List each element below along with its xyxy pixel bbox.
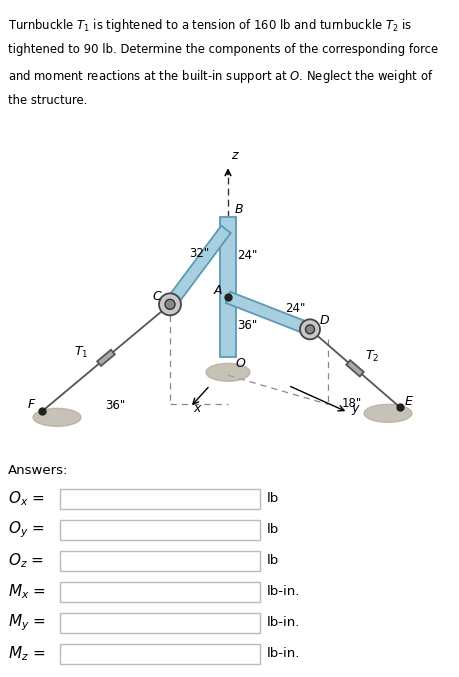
Polygon shape xyxy=(219,217,235,357)
Text: $M_x$ =: $M_x$ = xyxy=(8,582,46,601)
Text: x: x xyxy=(193,402,200,416)
Text: A: A xyxy=(213,284,222,297)
Text: $O_z$ =: $O_z$ = xyxy=(8,552,44,570)
Circle shape xyxy=(299,320,319,339)
Text: tightened to 90 lb. Determine the components of the corresponding force: tightened to 90 lb. Determine the compon… xyxy=(8,43,437,56)
Text: 24": 24" xyxy=(285,303,305,315)
Bar xyxy=(60,489,259,508)
Text: lb-in.: lb-in. xyxy=(266,586,300,598)
Text: 36": 36" xyxy=(236,320,257,332)
Text: $T_1$: $T_1$ xyxy=(74,345,88,360)
Text: 32": 32" xyxy=(189,247,209,261)
Bar xyxy=(60,582,259,602)
Bar xyxy=(60,520,259,540)
Polygon shape xyxy=(225,292,312,335)
Ellipse shape xyxy=(33,408,81,427)
Bar xyxy=(60,644,259,664)
Text: Turnbuckle $T_1$ is tightened to a tension of 160 lb and turnbuckle $T_2$ is: Turnbuckle $T_1$ is tightened to a tensi… xyxy=(8,17,412,34)
Text: lb-in.: lb-in. xyxy=(266,616,300,630)
Text: $T_2$: $T_2$ xyxy=(364,349,378,364)
Ellipse shape xyxy=(363,404,411,422)
Polygon shape xyxy=(346,360,363,376)
Text: y: y xyxy=(350,402,358,416)
Circle shape xyxy=(165,299,174,309)
Text: lb-in.: lb-in. xyxy=(266,647,300,661)
Bar xyxy=(60,613,259,633)
Text: lb: lb xyxy=(266,492,279,505)
Text: 24": 24" xyxy=(236,249,257,263)
Text: E: E xyxy=(404,395,412,408)
Text: 18": 18" xyxy=(341,397,362,410)
Text: the structure.: the structure. xyxy=(8,94,88,107)
Text: $M_z$ =: $M_z$ = xyxy=(8,645,45,663)
Text: B: B xyxy=(235,203,243,217)
Polygon shape xyxy=(97,350,115,366)
Text: z: z xyxy=(230,150,237,162)
Text: Answers:: Answers: xyxy=(8,464,68,477)
Text: F: F xyxy=(28,398,35,412)
Circle shape xyxy=(159,293,180,315)
Text: C: C xyxy=(151,290,160,303)
Text: 36": 36" xyxy=(105,399,125,412)
Text: $O_x$ =: $O_x$ = xyxy=(8,489,45,508)
Circle shape xyxy=(305,325,314,334)
Text: O: O xyxy=(235,357,246,370)
Text: $M_y$ =: $M_y$ = xyxy=(8,613,46,633)
Text: lb: lb xyxy=(266,554,279,567)
Text: and moment reactions at the built-in support at $O$. Neglect the weight of: and moment reactions at the built-in sup… xyxy=(8,68,433,85)
Text: $O_y$ =: $O_y$ = xyxy=(8,519,45,540)
Text: lb: lb xyxy=(266,523,279,536)
Bar xyxy=(60,551,259,571)
Ellipse shape xyxy=(206,364,249,381)
Text: D: D xyxy=(319,314,329,328)
Polygon shape xyxy=(165,225,230,308)
